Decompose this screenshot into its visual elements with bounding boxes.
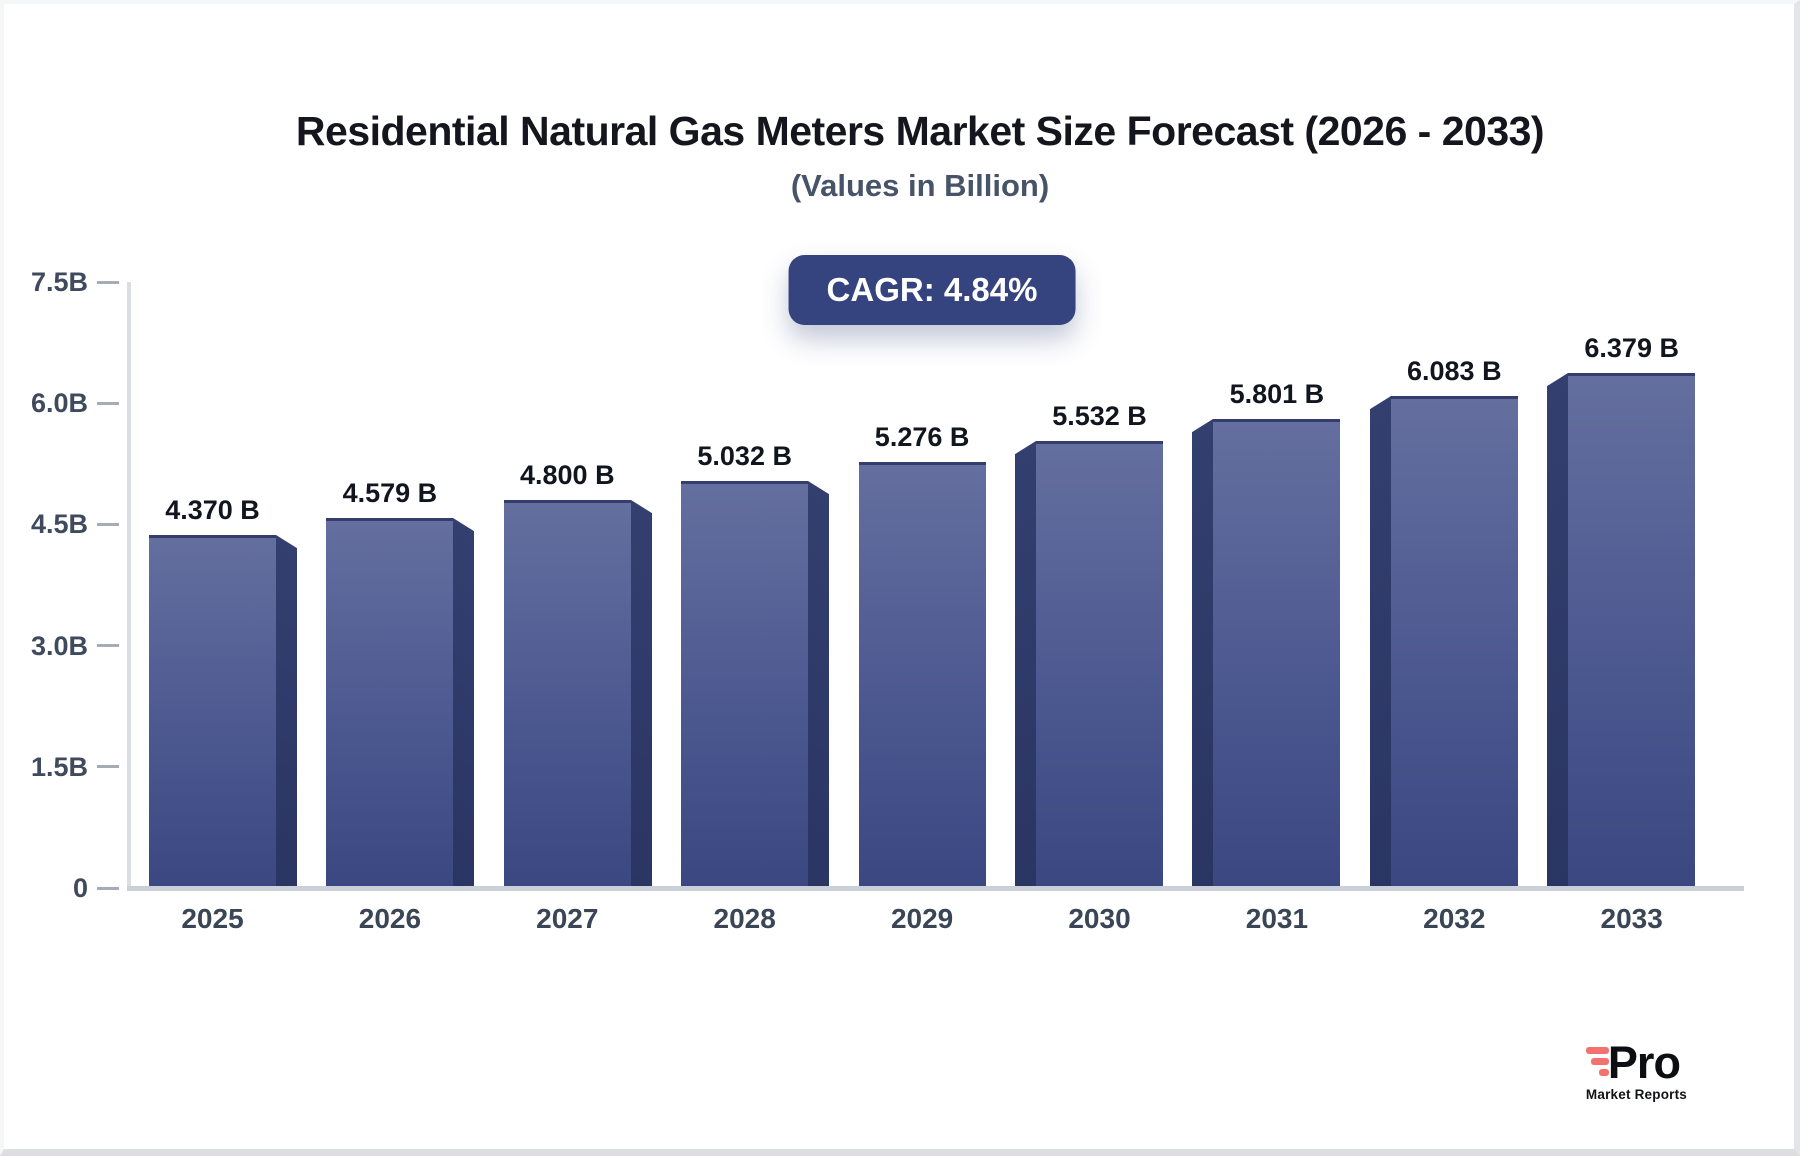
chart-title: Residential Natural Gas Meters Market Si… [295, 108, 1545, 154]
logo-tagline: Market Reports [1585, 1087, 1687, 1102]
y-axis-tick-mark [97, 765, 119, 769]
plot-area: 4.370 B 4.579 B 4.800 B 5.032 B 5.276 B 5.532… [130, 282, 1743, 888]
y-axis-tick-label: 7.5B [30, 267, 88, 297]
bar-front-face [1568, 373, 1696, 888]
bar-front-face [858, 462, 986, 888]
bar-value-label: 5.032 B [697, 441, 792, 471]
bar-2029 [858, 462, 986, 888]
bar-2025 [149, 535, 297, 888]
y-axis-tick-label: 6.0B [30, 388, 88, 419]
x-axis-line [127, 886, 1744, 891]
x-axis-label-2026: 2026 [358, 903, 422, 934]
bar-side-face [630, 500, 652, 888]
bar-value-label: 5.801 B [1229, 379, 1325, 409]
bar-front-face [681, 481, 809, 888]
bar-side-face [1369, 396, 1391, 888]
brand-logo: Pro Market Reports [1585, 1037, 1687, 1102]
y-axis-tick-label: 1.5B [30, 751, 88, 782]
bar-value-label: 5.276 B [874, 422, 970, 452]
x-axis-label-2025: 2025 [181, 903, 244, 934]
bar-value-label: 4.579 B [342, 478, 438, 508]
bar-2028 [681, 481, 830, 888]
logo-speed-bars-icon [1585, 1042, 1609, 1076]
bar-2033 [1547, 373, 1696, 888]
y-axis-tick-label: 0 [72, 873, 88, 903]
bar-2031 [1192, 419, 1341, 888]
y-axis-line [127, 282, 131, 890]
x-axis-label-2027: 2027 [536, 903, 599, 934]
bar-value-label: 6.379 B [1584, 333, 1679, 363]
bar-2027 [503, 500, 652, 888]
logo-brand-name: Pro [1607, 1037, 1681, 1088]
y-axis-tick-mark [97, 522, 119, 526]
bar-value-label: 4.800 B [520, 460, 615, 490]
x-axis-label-2032: 2032 [1423, 903, 1486, 934]
bar-value-label: 5.532 B [1052, 401, 1147, 431]
bar-side-face [1547, 373, 1569, 888]
x-axis-label-2031: 2031 [1245, 903, 1309, 934]
bar-2032 [1369, 396, 1518, 888]
y-axis-tick-mark [97, 644, 119, 648]
y-axis-tick-label: 3.0B [30, 630, 88, 661]
bar-2030 [1015, 441, 1163, 888]
y-axis-tick-label: 4.5B [30, 509, 88, 540]
cagr-badge: CAGR: 4.84% [788, 255, 1076, 325]
bar-front-face [1036, 441, 1163, 888]
bar-side-face [453, 518, 475, 888]
bar-side-face [808, 481, 830, 888]
y-axis-tick-mark [97, 401, 119, 405]
bar-value-label: 6.083 B [1407, 356, 1502, 386]
x-axis-label-2033: 2033 [1600, 903, 1663, 934]
bar-front-face [1213, 419, 1341, 888]
bar-front-face [326, 518, 454, 888]
bar-side-face [1015, 441, 1036, 888]
bar-side-face [1192, 419, 1214, 888]
y-axis-tick-mark [97, 280, 119, 284]
bar-value-label: 4.370 B [165, 495, 260, 525]
bar-2026 [326, 518, 475, 888]
x-axis-label-2030: 2030 [1068, 903, 1131, 934]
x-axis-label-2029: 2029 [890, 903, 954, 934]
chart-subtitle: (Values in Billion) [790, 168, 1050, 203]
bar-side-face [276, 535, 297, 888]
bar-front-face [1390, 396, 1518, 888]
y-axis-tick-mark [97, 886, 119, 890]
bar-front-face [503, 500, 631, 888]
x-axis-label-2028: 2028 [713, 903, 776, 934]
bar-front-face [149, 535, 276, 888]
